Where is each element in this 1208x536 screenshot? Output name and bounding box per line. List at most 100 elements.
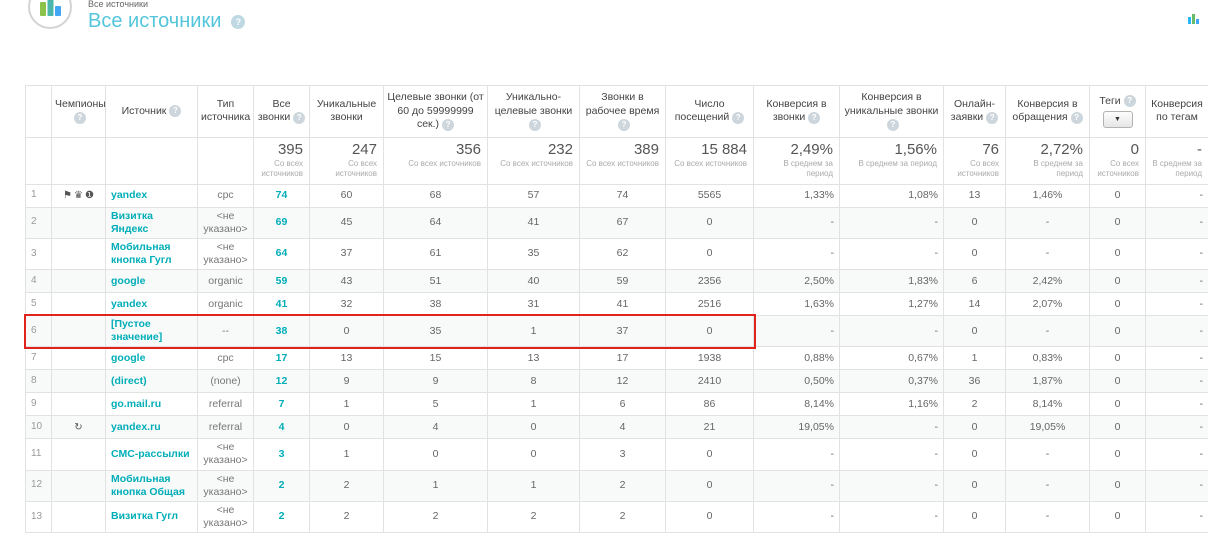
column-header-conversion-calls[interactable]: Конверсия в звонки? bbox=[753, 85, 840, 138]
source-type: referral bbox=[197, 392, 254, 417]
column-header-online-requests[interactable]: Онлайн-заявки? bbox=[943, 85, 1006, 138]
column-header-conversion-appeals[interactable]: Конверсия в обращения? bbox=[1005, 85, 1090, 138]
target-calls-value: 1 bbox=[383, 469, 488, 502]
help-icon[interactable]: ? bbox=[887, 118, 899, 131]
champions-cell: ↻ bbox=[51, 415, 106, 440]
help-icon[interactable]: ? bbox=[529, 118, 541, 131]
conversion-calls-value: 0,88% bbox=[753, 346, 840, 371]
conversion-tags-value: - bbox=[1145, 237, 1208, 271]
help-icon[interactable]: ? bbox=[986, 111, 999, 124]
all-calls-value[interactable]: 2 bbox=[253, 500, 310, 534]
tags-filter-button[interactable]: ▼ bbox=[1102, 111, 1133, 129]
work-hours-calls-value: 2 bbox=[579, 469, 666, 502]
help-icon[interactable]: ? bbox=[1070, 111, 1083, 124]
mini-chart-icon[interactable] bbox=[1187, 12, 1200, 30]
all-calls-value[interactable]: 2 bbox=[253, 469, 310, 502]
source-link[interactable]: yandex.ru bbox=[111, 420, 161, 433]
source-cell: google bbox=[105, 346, 198, 371]
column-header-champions[interactable]: Чемпионы? bbox=[51, 85, 106, 138]
source-link[interactable]: go.mail.ru bbox=[111, 397, 162, 410]
column-header-all-calls[interactable]: Все звонки? bbox=[253, 85, 310, 138]
flag-icon[interactable]: ⚑ bbox=[63, 189, 73, 201]
all-calls-value[interactable]: 38 bbox=[253, 315, 310, 348]
source-link[interactable]: google bbox=[111, 274, 146, 287]
source-link[interactable]: [Пустое значение] bbox=[111, 318, 163, 344]
source-link[interactable]: (direct) bbox=[111, 374, 147, 387]
conversion-calls-value: - bbox=[753, 206, 840, 239]
crown-icon[interactable]: ♛ bbox=[74, 189, 83, 201]
all-calls-value[interactable]: 69 bbox=[253, 206, 310, 239]
summary-sublabel: В среднем за период bbox=[1033, 159, 1083, 179]
visits-value: 5565 bbox=[665, 183, 754, 208]
online-requests-value: 0 bbox=[943, 206, 1006, 239]
column-header-visits[interactable]: Число посещений? bbox=[665, 85, 754, 138]
column-header-conversion-unique-calls[interactable]: Конверсия в уникальные звонки? bbox=[839, 85, 944, 138]
all-calls-value[interactable]: 7 bbox=[253, 392, 310, 417]
medal-1-icon[interactable]: ❶ bbox=[84, 189, 94, 201]
header-row: Чемпионы? Источник? Тип источника Все звонк… bbox=[25, 85, 1208, 138]
row-number: 4 bbox=[25, 269, 52, 294]
column-label: Все звонки bbox=[257, 97, 291, 124]
source-link[interactable]: Визитка Яндекс bbox=[111, 209, 153, 235]
summary-value: 15 884 bbox=[701, 140, 747, 158]
source-link[interactable]: Мобильная кнопка Общая bbox=[111, 472, 185, 498]
help-icon[interactable]: ? bbox=[169, 104, 182, 117]
help-icon[interactable]: ? bbox=[1123, 94, 1136, 107]
summary-value: 0 bbox=[1130, 140, 1139, 158]
help-icon[interactable]: ? bbox=[442, 118, 455, 131]
conversion-calls-value: - bbox=[753, 315, 840, 348]
refresh-icon[interactable]: ↻ bbox=[74, 421, 83, 433]
help-icon[interactable]: ? bbox=[74, 111, 86, 124]
source-link[interactable]: yandex bbox=[111, 189, 148, 202]
column-header-unique-calls[interactable]: Уникальные звонки bbox=[309, 85, 384, 138]
source-link[interactable]: Визитка Гугл bbox=[111, 510, 179, 523]
conversion-appeals-value: - bbox=[1005, 438, 1090, 471]
source-type: (none) bbox=[197, 369, 254, 394]
conversion-unique-calls-value: - bbox=[839, 500, 944, 534]
column-header-num[interactable] bbox=[25, 85, 52, 138]
conversion-unique-calls-value: 1,83% bbox=[839, 269, 944, 294]
all-calls-value[interactable]: 59 bbox=[253, 269, 310, 294]
all-calls-value[interactable]: 17 bbox=[253, 346, 310, 371]
source-cell: google bbox=[105, 269, 198, 294]
source-link[interactable]: yandex bbox=[111, 297, 148, 310]
all-calls-value[interactable]: 74 bbox=[253, 183, 310, 208]
all-calls-value[interactable]: 41 bbox=[253, 292, 310, 317]
conversion-tags-value: - bbox=[1145, 269, 1208, 294]
all-calls-value[interactable]: 64 bbox=[253, 237, 310, 271]
column-header-target-calls[interactable]: Целевые звонки (от 60 до 59999999 сек.)? bbox=[383, 85, 488, 138]
help-icon[interactable]: ? bbox=[293, 111, 306, 124]
column-header-tags[interactable]: Теги? ▼ bbox=[1089, 85, 1146, 138]
online-requests-value: 6 bbox=[943, 269, 1006, 294]
column-label: Звонки в рабочее время bbox=[585, 91, 660, 117]
conversion-appeals-value: - bbox=[1005, 315, 1090, 348]
column-header-source[interactable]: Источник? bbox=[105, 85, 198, 138]
summary-value: 395 bbox=[277, 140, 303, 158]
all-calls-value[interactable]: 4 bbox=[253, 415, 310, 440]
unique-target-calls-value: 1 bbox=[487, 315, 580, 348]
column-header-work-hours-calls[interactable]: Звонки в рабочее время? bbox=[579, 85, 666, 138]
summary-sublabel: В среднем за период bbox=[783, 159, 833, 179]
column-header-unique-target-calls[interactable]: Уникально-целевые звонки? bbox=[487, 85, 580, 138]
help-icon[interactable]: ? bbox=[732, 111, 745, 124]
source-link[interactable]: СМС-рассылки bbox=[111, 447, 190, 460]
column-header-conversion-tags[interactable]: Конверсия по тегам bbox=[1145, 85, 1208, 138]
tags-value: 0 bbox=[1089, 392, 1146, 417]
all-calls-value[interactable]: 12 bbox=[253, 369, 310, 394]
help-icon[interactable]: ? bbox=[808, 111, 821, 124]
column-header-source-type[interactable]: Тип источника bbox=[197, 85, 254, 138]
unique-target-calls-value: 41 bbox=[487, 206, 580, 239]
title-help-icon[interactable]: ? bbox=[231, 14, 246, 29]
all-calls-value[interactable]: 3 bbox=[253, 438, 310, 471]
row-number: 1 bbox=[25, 183, 52, 208]
conversion-appeals-value: 2,42% bbox=[1005, 269, 1090, 294]
unique-calls-value: 1 bbox=[309, 392, 384, 417]
unique-calls-value: 32 bbox=[309, 292, 384, 317]
help-icon[interactable]: ? bbox=[618, 118, 630, 131]
champions-cell bbox=[51, 269, 106, 294]
summary-source bbox=[105, 136, 198, 185]
source-link[interactable]: Мобильная кнопка Гугл bbox=[111, 240, 172, 266]
source-link[interactable]: google bbox=[111, 351, 146, 364]
table-row: 9 go.mail.ru referral 7 1 5 1 6 86 8,14% 1,16% 2 8,1… bbox=[25, 392, 1208, 417]
source-type: <не указано> bbox=[197, 206, 254, 239]
